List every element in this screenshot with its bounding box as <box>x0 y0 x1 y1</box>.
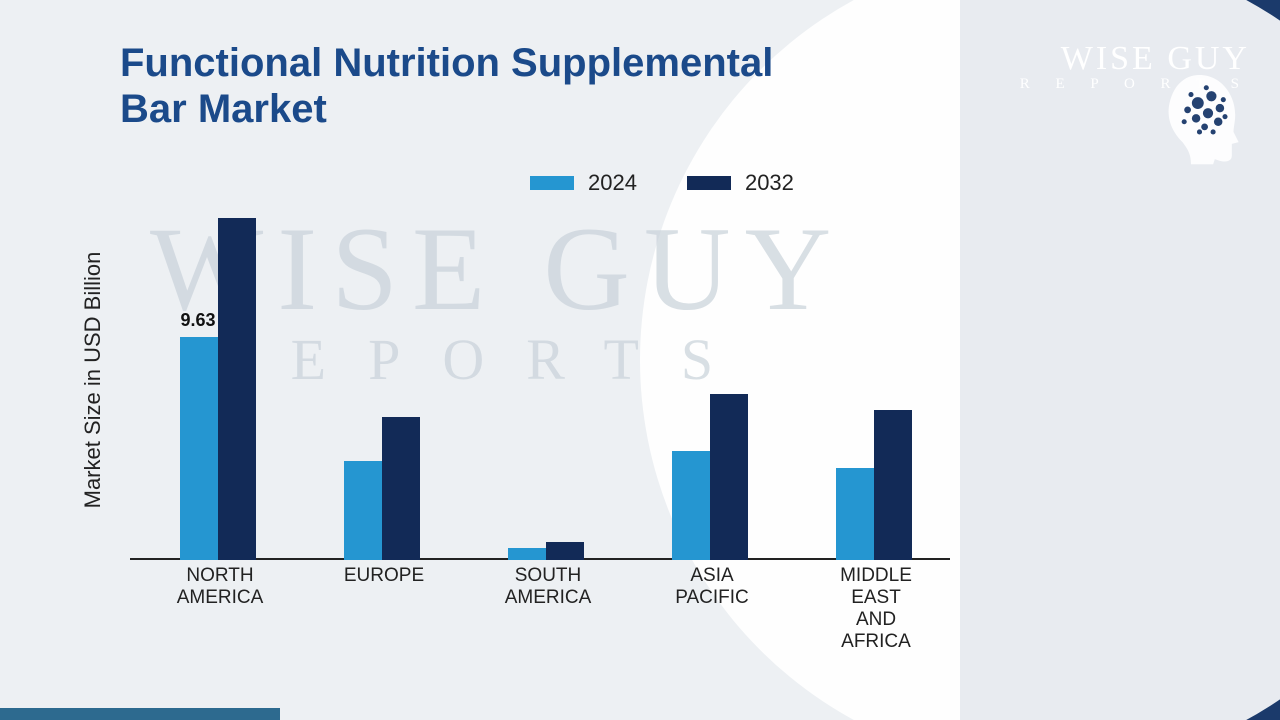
brand-logo: WISE GUY R E P O R T S <box>1020 40 1250 93</box>
x-axis-category-label: NORTHAMERICA <box>150 565 290 609</box>
y-axis-label: Market Size in USD Billion <box>80 180 106 580</box>
bar-2024 <box>344 461 382 560</box>
bar-2032 <box>382 417 420 560</box>
head-silhouette-icon <box>1157 70 1242 165</box>
bar-2032 <box>218 218 256 560</box>
legend-swatch-2024 <box>530 176 574 190</box>
footer-accent-bar <box>0 708 280 720</box>
bar-2032 <box>546 542 584 561</box>
chart-title: Functional Nutrition Supplemental Bar Ma… <box>120 40 840 132</box>
plot-area: 9.63 <box>130 190 950 560</box>
bar-2032 <box>710 394 748 561</box>
bar-value-label: 9.63 <box>168 310 228 331</box>
x-axis-category-label: EUROPE <box>314 565 454 587</box>
bar-2024 <box>672 451 710 560</box>
bar-2024 <box>180 337 218 560</box>
x-axis-category-label: ASIAPACIFIC <box>642 565 782 609</box>
x-axis-category-label: SOUTHAMERICA <box>478 565 618 609</box>
legend-swatch-2032 <box>687 176 731 190</box>
stage: WISE GUY R E P O R T S Functional Nutrit… <box>0 0 1280 720</box>
bar-2024 <box>836 468 874 561</box>
bar-2032 <box>874 410 912 560</box>
x-axis-category-label: MIDDLEEASTANDAFRICA <box>806 565 946 652</box>
bar-2024 <box>508 548 546 560</box>
bar-chart: 2024 2032 Market Size in USD Billion 9.6… <box>70 170 970 690</box>
